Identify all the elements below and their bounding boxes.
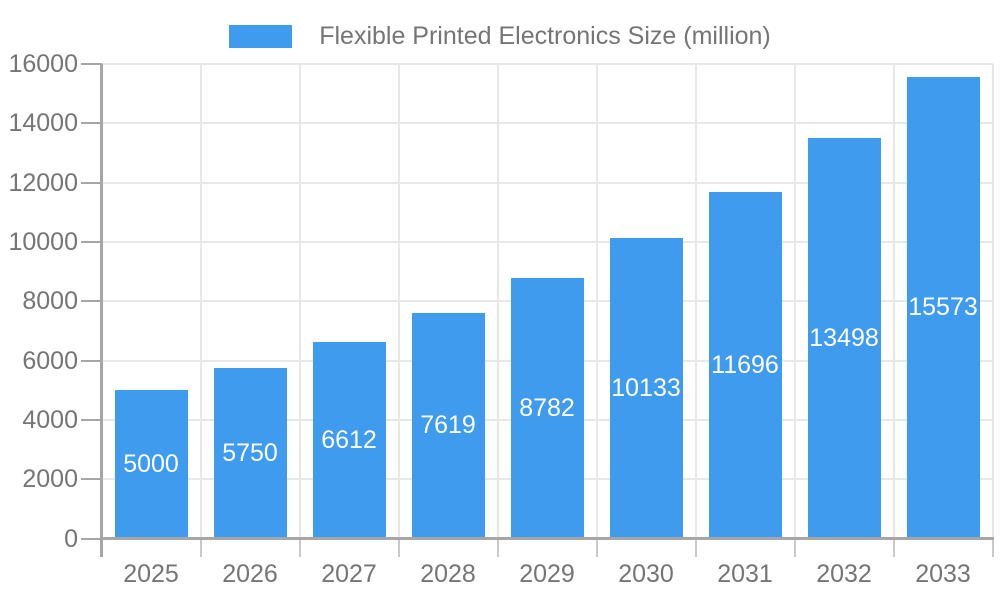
bar-2031[interactable]	[708, 191, 782, 539]
y-axis-label: 14000	[8, 109, 78, 138]
x-tick-mark	[793, 538, 796, 557]
bar-value-label: 15573	[908, 293, 978, 322]
bar-2032[interactable]	[807, 138, 881, 539]
x-axis-label: 2029	[519, 560, 575, 588]
y-axis-label: 16000	[8, 50, 78, 78]
gridline-vertical	[595, 64, 598, 539]
x-axis-line	[100, 537, 994, 540]
gridline-vertical	[793, 64, 796, 539]
legend-label: Flexible Printed Electronics Size (milli…	[319, 22, 771, 50]
y-tick-mark	[81, 418, 102, 421]
x-tick-mark	[496, 538, 499, 557]
x-axis-label: 2031	[717, 560, 773, 588]
bar-2030[interactable]	[609, 237, 683, 539]
x-axis-label: 2026	[222, 560, 278, 588]
legend-swatch-icon	[229, 25, 293, 48]
x-axis-label: 2027	[321, 560, 377, 588]
bar-value-label: 6612	[321, 425, 377, 454]
bar-value-label: 8782	[519, 393, 575, 422]
y-axis-line	[100, 64, 103, 557]
x-axis-label: 2025	[123, 560, 179, 588]
x-tick-mark	[397, 538, 400, 557]
legend-item[interactable]: Flexible Printed Electronics Size (milli…	[229, 22, 771, 51]
y-tick-mark	[81, 122, 102, 125]
gridline-horizontal	[101, 181, 993, 184]
y-axis-label: 10000	[8, 227, 78, 256]
x-tick-mark	[595, 538, 598, 557]
gridline-vertical	[694, 64, 697, 539]
y-axis-label: 4000	[22, 405, 78, 434]
gridline-horizontal	[101, 63, 993, 65]
bar-value-label: 7619	[420, 411, 476, 440]
gridline-vertical	[397, 64, 400, 539]
x-axis-label: 2028	[420, 560, 476, 588]
y-tick-mark	[81, 63, 102, 65]
x-axis-label: 2033	[915, 560, 971, 588]
x-tick-mark	[298, 538, 301, 557]
bar-value-label: 10133	[611, 373, 681, 402]
gridline-horizontal	[101, 122, 993, 125]
y-axis-label: 0	[64, 524, 78, 553]
gridline-vertical	[199, 64, 202, 539]
bar-2026[interactable]	[213, 367, 287, 539]
y-axis-label: 2000	[22, 465, 78, 494]
y-tick-mark	[81, 478, 102, 481]
legend: Flexible Printed Electronics Size (milli…	[0, 22, 1000, 51]
gridline-horizontal	[101, 240, 993, 243]
x-axis-label: 2032	[816, 560, 872, 588]
x-tick-mark	[199, 538, 202, 557]
y-axis-label: 6000	[22, 346, 78, 375]
gridline-vertical	[496, 64, 499, 539]
gridline-vertical	[892, 64, 895, 539]
bar-2028[interactable]	[411, 312, 485, 539]
bar-2029[interactable]	[510, 278, 584, 539]
bar-value-label: 5000	[123, 449, 179, 478]
gridline-vertical	[298, 64, 301, 539]
bar-value-label: 11696	[711, 350, 779, 379]
bar-2027[interactable]	[312, 342, 386, 539]
x-axis-label: 2030	[618, 560, 674, 588]
y-tick-mark	[81, 181, 102, 184]
y-tick-mark	[81, 359, 102, 362]
bar-2025[interactable]	[114, 390, 188, 539]
bar-value-label: 13498	[809, 323, 879, 352]
x-tick-mark	[892, 538, 895, 557]
y-tick-mark	[81, 537, 102, 540]
y-tick-mark	[81, 240, 102, 243]
y-axis-label: 12000	[8, 168, 78, 197]
x-tick-mark	[991, 538, 994, 557]
x-tick-mark	[694, 538, 697, 557]
y-axis-label: 8000	[22, 287, 78, 316]
y-tick-mark	[81, 300, 102, 303]
bar-2033[interactable]	[906, 76, 980, 539]
bar-value-label: 5750	[222, 438, 278, 467]
gridline-vertical	[991, 64, 994, 539]
